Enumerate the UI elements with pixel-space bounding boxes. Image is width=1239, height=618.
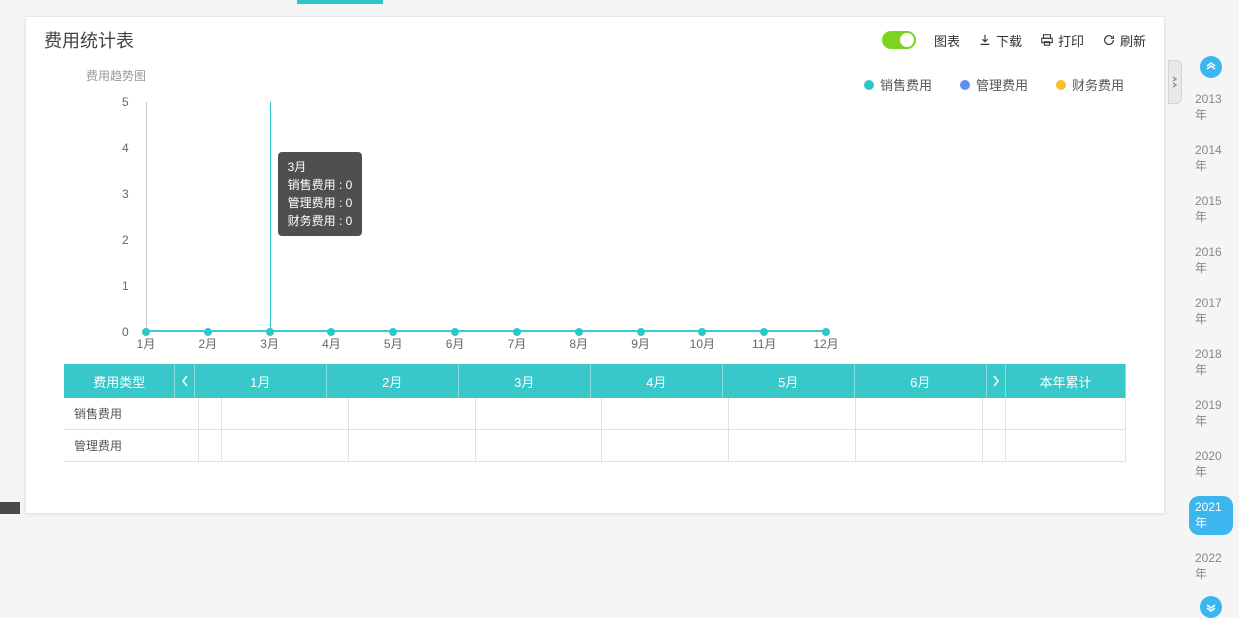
th-type: 费用类型 — [64, 364, 175, 398]
year-item[interactable]: 2022年 — [1189, 547, 1233, 586]
legend-item[interactable]: 销售费用 — [864, 75, 932, 94]
year-item[interactable]: 2014年 — [1189, 139, 1233, 178]
refresh-label: 刷新 — [1120, 31, 1146, 50]
td-spacer — [983, 430, 1006, 461]
td-value — [856, 398, 983, 429]
table-row: 销售费用 — [64, 398, 1126, 430]
table-header-row: 费用类型 1月2月3月4月5月6月 本年累计 — [64, 364, 1126, 398]
y-tick-label: 1 — [122, 279, 129, 293]
chart-tooltip: 3月销售费用 : 0管理费用 : 0财务费用 : 0 — [278, 152, 363, 236]
x-tick-label: 11月 — [752, 335, 776, 352]
print-icon — [1040, 33, 1054, 47]
td-value — [476, 430, 603, 461]
corner-decor — [0, 502, 20, 514]
legend-dot-icon — [960, 80, 970, 90]
y-axis — [146, 102, 147, 332]
td-type: 管理费用 — [64, 430, 199, 461]
td-type: 销售费用 — [64, 398, 199, 429]
refresh-button[interactable]: 刷新 — [1102, 31, 1146, 50]
year-item[interactable]: 2017年 — [1189, 292, 1233, 331]
series-line — [146, 330, 826, 332]
year-item[interactable]: 2020年 — [1189, 445, 1233, 484]
year-rail: 2013年 2014年 2015年 2016年 2017年 2018年 2019年 2020年… — [1189, 56, 1233, 618]
th-total: 本年累计 — [1006, 364, 1126, 398]
y-tick-label: 3 — [122, 187, 129, 201]
td-value — [222, 430, 349, 461]
table-prev-button[interactable] — [175, 364, 194, 398]
x-tick-label: 8月 — [569, 335, 588, 352]
legend-label: 销售费用 — [880, 75, 932, 94]
chart-legend: 销售费用 管理费用 财务费用 — [864, 75, 1124, 94]
year-scroll-down-button[interactable] — [1200, 596, 1222, 618]
print-button[interactable]: 打印 — [1040, 31, 1084, 50]
td-value — [222, 398, 349, 429]
td-value — [476, 398, 603, 429]
th-month: 4月 — [591, 364, 723, 398]
td-value — [349, 398, 476, 429]
td-total — [1006, 430, 1126, 461]
table-row: 管理费用 — [64, 430, 1126, 462]
x-tick-label: 7月 — [508, 335, 527, 352]
td-spacer — [983, 398, 1006, 429]
x-tick-label: 1月 — [137, 335, 156, 352]
year-scroll-up-button[interactable] — [1200, 56, 1222, 78]
download-button[interactable]: 下载 — [978, 31, 1022, 50]
page-title: 费用统计表 — [44, 27, 134, 53]
td-value — [349, 430, 476, 461]
th-month: 6月 — [855, 364, 987, 398]
td-value — [856, 430, 983, 461]
legend-item[interactable]: 管理费用 — [960, 75, 1028, 94]
y-tick-label: 0 — [122, 325, 129, 339]
main-panel: 费用统计表 图表 下载 打印 — [25, 16, 1165, 514]
year-item[interactable]: 2018年 — [1189, 343, 1233, 382]
y-tick-label: 2 — [122, 233, 129, 247]
x-tick-label: 6月 — [446, 335, 465, 352]
td-spacer — [199, 430, 222, 461]
x-tick-label: 9月 — [631, 335, 650, 352]
table: 费用类型 1月2月3月4月5月6月 本年累计 销售费用管理费用 — [56, 364, 1134, 462]
legend-dot-icon — [864, 80, 874, 90]
table-next-button[interactable] — [987, 364, 1006, 398]
chart-area: 费用趋势图 销售费用管理费用财务费用 0123451月2月3月4月5月6月7月8… — [26, 61, 1164, 401]
legend-item[interactable]: 财务费用 — [1056, 75, 1124, 94]
legend-dot-icon — [1056, 80, 1066, 90]
th-month: 3月 — [459, 364, 591, 398]
x-tick-label: 5月 — [384, 335, 403, 352]
year-item[interactable]: 2021年 — [1189, 496, 1233, 535]
td-value — [729, 430, 856, 461]
th-month: 5月 — [723, 364, 855, 398]
td-value — [602, 398, 729, 429]
download-label: 下载 — [996, 31, 1022, 50]
td-spacer — [199, 398, 222, 429]
toolbar: 图表 下载 打印 — [882, 31, 1146, 50]
th-month: 1月 — [195, 364, 327, 398]
chart-plot[interactable]: 0123451月2月3月4月5月6月7月8月9月10月11月12月3月销售费用 … — [146, 102, 826, 332]
x-tick-label: 4月 — [322, 335, 341, 352]
year-item[interactable]: 2015年 — [1189, 190, 1233, 229]
td-value — [729, 398, 856, 429]
print-label: 打印 — [1058, 31, 1084, 50]
y-tick-label: 4 — [122, 141, 129, 155]
panel-header: 费用统计表 图表 下载 打印 — [26, 17, 1164, 61]
download-icon — [978, 33, 992, 47]
y-tick-label: 5 — [122, 95, 129, 109]
x-tick-label: 3月 — [260, 335, 279, 352]
x-tick-label: 2月 — [198, 335, 217, 352]
year-item[interactable]: 2016年 — [1189, 241, 1233, 280]
crosshair-line — [270, 102, 271, 332]
td-total — [1006, 398, 1126, 429]
chart-toggle[interactable] — [882, 31, 916, 49]
x-tick-label: 12月 — [813, 335, 838, 352]
legend-label: 财务费用 — [1072, 75, 1124, 94]
th-month: 2月 — [327, 364, 459, 398]
year-item[interactable]: 2019年 — [1189, 394, 1233, 433]
top-tab-accent — [297, 0, 383, 4]
x-tick-label: 10月 — [690, 335, 715, 352]
chart-toggle-label: 图表 — [934, 31, 960, 50]
refresh-icon — [1102, 33, 1116, 47]
td-value — [602, 430, 729, 461]
side-collapse-button[interactable] — [1168, 60, 1182, 104]
year-item[interactable]: 2013年 — [1189, 88, 1233, 127]
legend-label: 管理费用 — [976, 75, 1028, 94]
